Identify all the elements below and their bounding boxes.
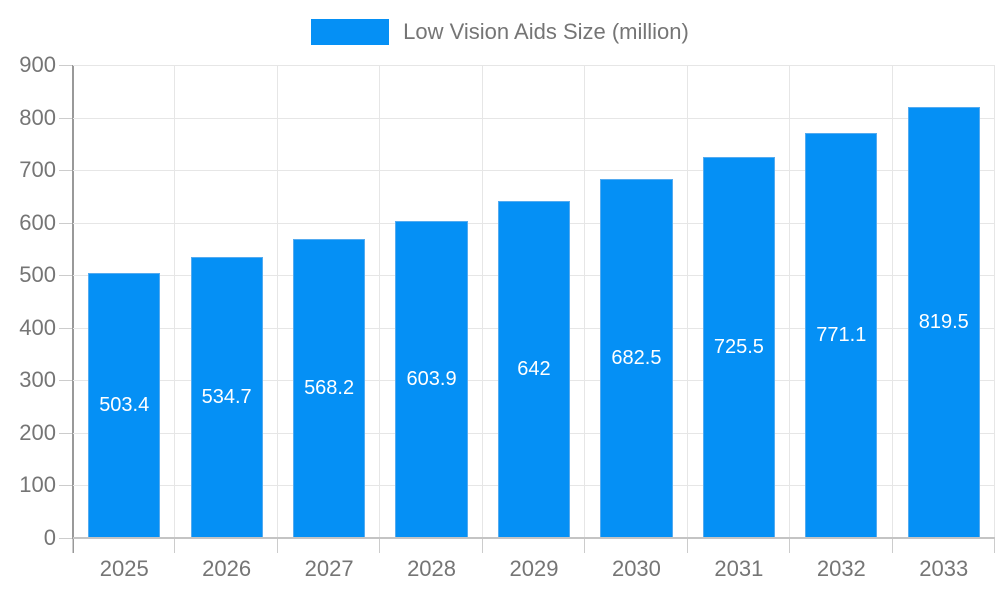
bar-2032[interactable]: 771.1: [805, 132, 878, 538]
x-tick-label-2031: 2031: [714, 556, 764, 581]
bar-value-label: 725.5: [713, 335, 764, 358]
y-tick-mark: [59, 485, 73, 487]
bar-value-label: 568.2: [304, 377, 355, 400]
x-axis-line: [73, 537, 995, 539]
y-tick-mark: [59, 327, 73, 329]
x-tick-mark: [994, 539, 995, 553]
bar-2031[interactable]: 725.5: [702, 156, 775, 538]
bar-value-label: 534.7: [201, 386, 252, 408]
bar-2033[interactable]: 819.5: [907, 107, 980, 538]
y-tick-mark: [59, 538, 73, 539]
legend-label: Low Vision Aids Size (million): [403, 19, 689, 44]
bar-value-label: 503.4: [99, 394, 150, 417]
gridline-vertical: [174, 65, 176, 538]
gridline-vertical: [891, 65, 893, 538]
x-tick-mark: [789, 539, 791, 553]
y-tick-label: 900: [19, 52, 56, 77]
bar-2027[interactable]: 568.2: [292, 239, 366, 538]
bar-value-label: 771.1: [816, 323, 867, 346]
y-tick-label: 600: [19, 209, 56, 235]
y-tick-mark: [59, 222, 73, 224]
y-tick-label: 200: [19, 419, 56, 445]
bar-2029[interactable]: 642: [497, 200, 571, 538]
gridline-vertical: [481, 65, 483, 538]
y-tick-label: 500: [19, 262, 56, 288]
gridline-vertical: [789, 65, 791, 538]
gridline-vertical: [994, 65, 995, 538]
y-tick-label: 400: [19, 314, 56, 340]
gridline-vertical: [379, 65, 381, 538]
x-tick-label-2025: 2025: [99, 556, 149, 581]
x-tick-mark: [891, 539, 893, 553]
x-tick-mark: [72, 539, 73, 553]
y-tick-label: 300: [19, 367, 56, 393]
legend[interactable]: Low Vision Aids Size (million): [0, 17, 1000, 47]
gridline-vertical: [584, 65, 586, 538]
x-tick-label-2030: 2030: [611, 556, 661, 581]
x-tick-mark: [379, 539, 381, 553]
y-tick-label: 800: [19, 104, 56, 130]
bar-value-label: 603.9: [406, 367, 457, 390]
y-tick-mark: [59, 432, 73, 434]
y-tick-mark: [59, 117, 73, 119]
gridline-horizontal: [73, 117, 995, 119]
bar-value-label: 642: [517, 357, 551, 380]
x-tick-label-2029: 2029: [509, 556, 559, 581]
x-tick-label-2027: 2027: [304, 556, 354, 581]
x-tick-mark: [481, 539, 483, 553]
x-tick-label-2032: 2032: [816, 556, 866, 581]
x-tick-mark: [276, 539, 278, 553]
bar-2030[interactable]: 682.5: [600, 179, 673, 538]
plot-area: 503.4 534.7 568.2 603.9 642 682.5 725.5 771.1 81…: [73, 65, 995, 538]
bar-value-label: 819.5: [918, 311, 969, 334]
x-tick-label-2033: 2033: [919, 556, 969, 581]
bar-2028[interactable]: 603.9: [395, 220, 468, 538]
y-tick-mark: [59, 380, 73, 382]
gridline-vertical: [686, 65, 688, 538]
x-tick-mark: [686, 539, 688, 553]
bar-2025[interactable]: 503.4: [88, 273, 161, 538]
y-axis-line: [72, 65, 74, 553]
x-tick-label-2028: 2028: [407, 556, 457, 581]
x-tick-mark: [584, 539, 586, 553]
gridline-vertical: [276, 65, 278, 538]
y-tick-mark: [59, 275, 73, 277]
legend-swatch: [311, 19, 390, 45]
gridline-horizontal: [73, 170, 995, 172]
y-tick-label: 700: [19, 157, 56, 183]
x-tick-mark: [174, 539, 176, 553]
y-tick-label: 100: [19, 472, 56, 498]
gridline-horizontal: [73, 65, 995, 66]
y-tick-mark: [59, 170, 73, 172]
bar-value-label: 682.5: [611, 347, 662, 370]
bar-2026[interactable]: 534.7: [190, 257, 263, 538]
y-tick-label: 0: [43, 525, 56, 550]
x-tick-label-2026: 2026: [202, 556, 252, 581]
y-tick-mark: [59, 65, 73, 66]
